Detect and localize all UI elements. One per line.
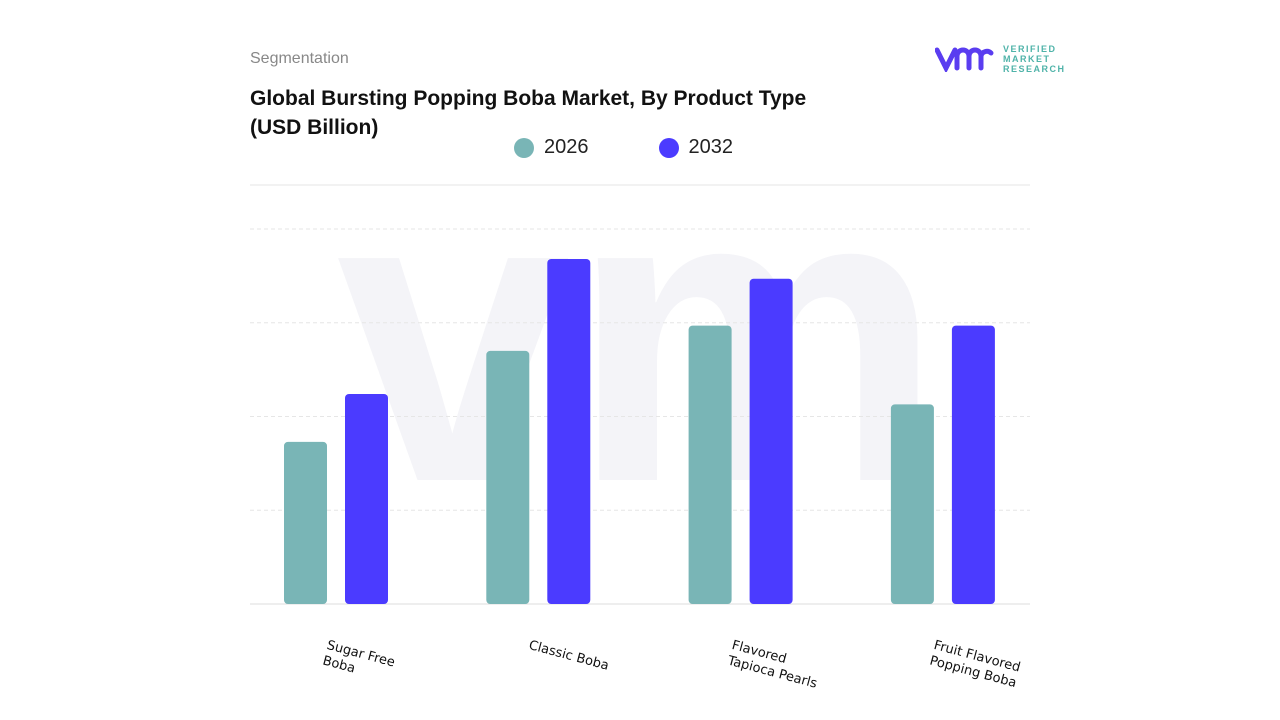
- bar-2032: [749, 278, 793, 604]
- legend: 2026 2032: [514, 136, 733, 159]
- legend-label-2032: 2032: [688, 136, 734, 158]
- logo-line-3: RESEARCH: [1003, 64, 1066, 74]
- watermark: vm: [336, 101, 943, 570]
- chart-title: Global Bursting Popping Boba Market, By …: [250, 87, 807, 139]
- bar-2032: [547, 259, 591, 604]
- bar-2032: [951, 325, 995, 604]
- legend-swatch-2032: [658, 137, 679, 158]
- legend-label-2026: 2026: [544, 136, 589, 158]
- bar-2032: [345, 394, 388, 604]
- logo: VERIFIED MARKET RESEARCH: [935, 44, 1066, 74]
- logo-line-1: VERIFIED: [1003, 44, 1057, 54]
- section-label: Segmentation: [250, 50, 349, 67]
- bar-2026: [284, 441, 327, 604]
- legend-item-2026: 2026: [514, 136, 589, 159]
- bar-2026: [688, 325, 732, 604]
- bar-2026: [486, 350, 530, 604]
- logo-text: VERIFIED MARKET RESEARCH: [1003, 44, 1066, 74]
- bar-2026: [890, 404, 934, 604]
- legend-swatch-2026: [514, 137, 534, 158]
- vmr-logo-icon: [935, 47, 994, 72]
- legend-item-2032: 2032: [658, 136, 734, 159]
- logo-line-2: MARKET: [1003, 54, 1051, 64]
